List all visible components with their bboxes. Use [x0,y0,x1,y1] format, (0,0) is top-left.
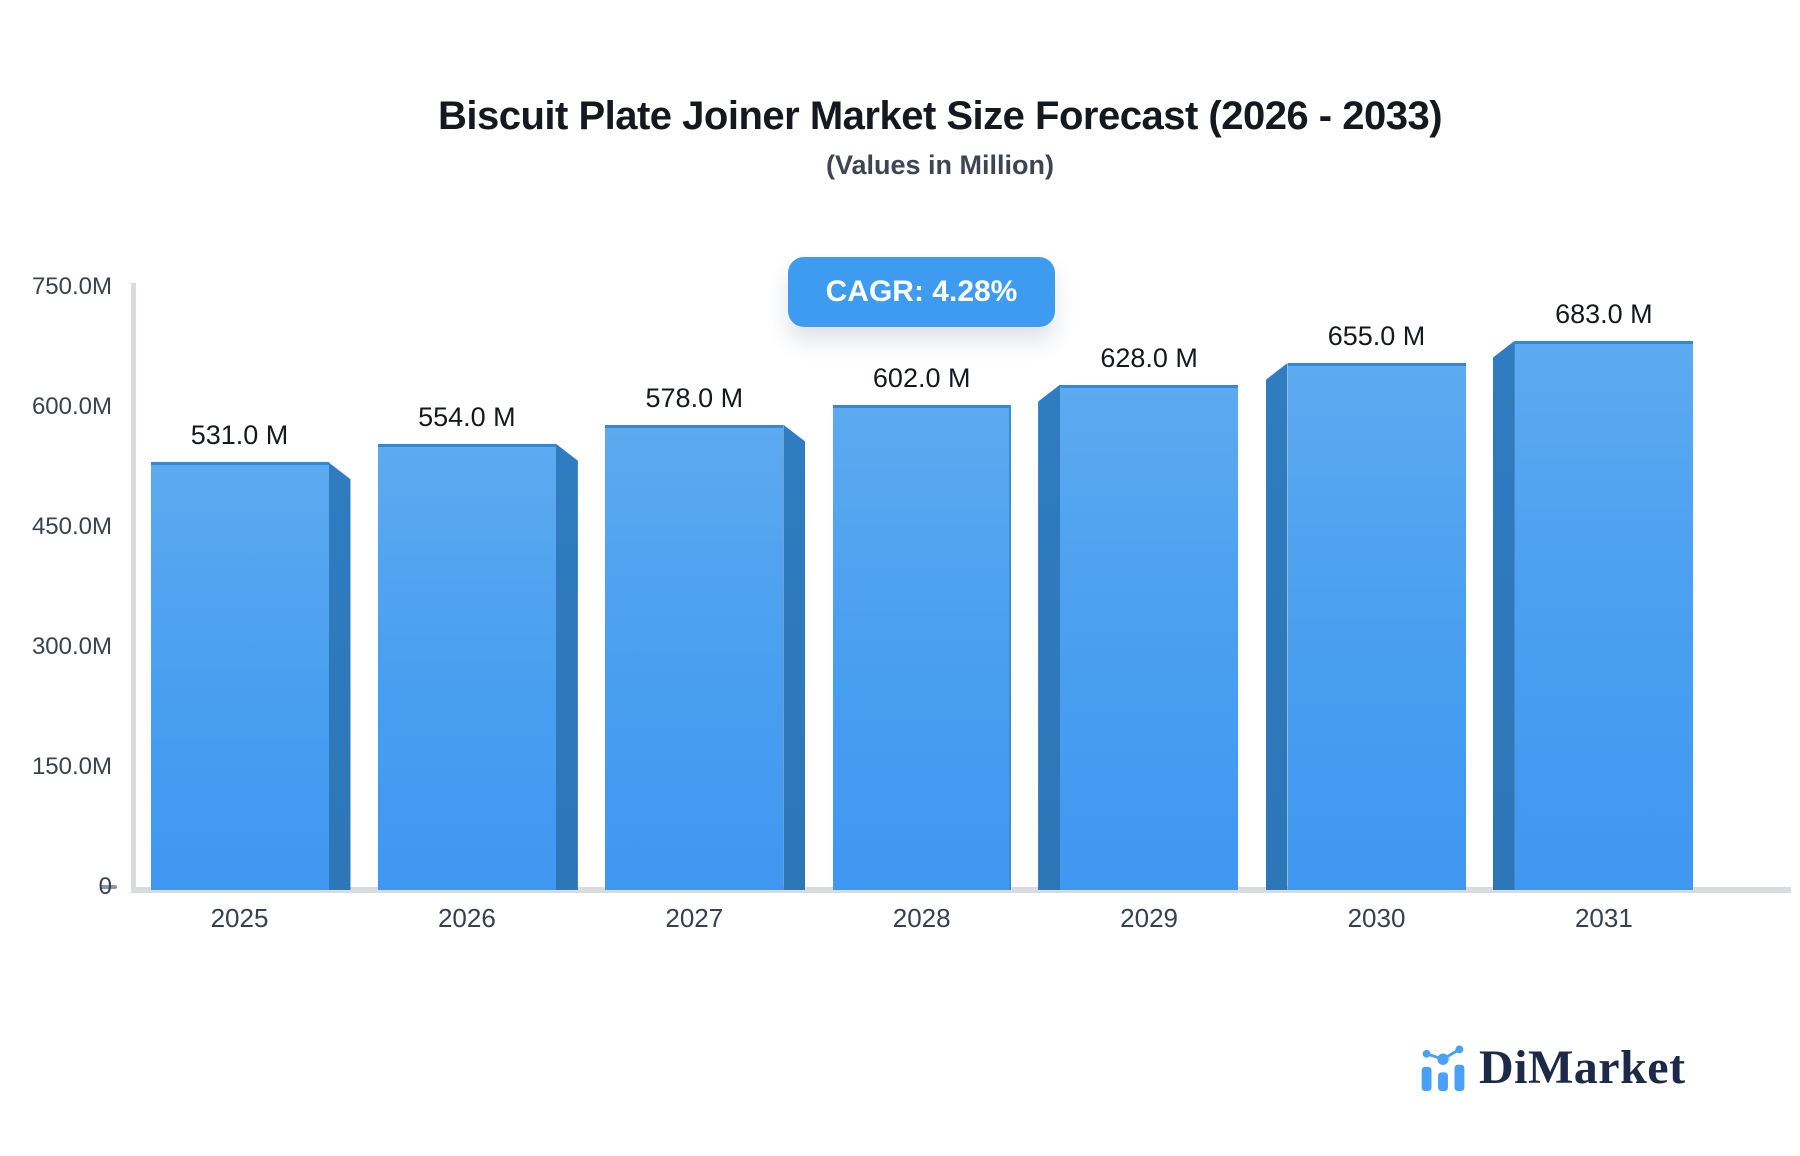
bar-side-face [1265,363,1288,890]
bar-2028[interactable] [832,405,1011,890]
bar-2031[interactable] [1514,340,1693,890]
zero-tick-mark [100,885,117,889]
y-axis-label: 600.0M [31,393,112,420]
bar-value-label: 655.0 M [1327,321,1426,351]
y-axis-label: 0 [98,873,112,900]
y-axis-label: 300.0M [31,633,112,660]
y-axis-label: 150.0M [31,753,112,780]
bar-value-label: 628.0 M [1100,342,1198,373]
y-axis-label: 750.0M [31,273,112,300]
cagr-badge-label: CAGR: 4.28% [825,275,1018,308]
cagr-badge: CAGR: 4.28% [788,257,1055,327]
bar-value-label: 602.0 M [872,363,971,394]
x-axis-label-2027: 2027 [665,903,724,933]
bar-side-face [555,443,578,890]
bar-side-face [1038,384,1061,890]
bar-2029[interactable] [1060,384,1239,890]
x-axis-label-2025: 2025 [210,903,269,933]
x-axis-label-2026: 2026 [437,903,496,933]
bar-value-label: 531.0 M [190,420,289,451]
bar-2030[interactable] [1287,363,1466,890]
bar-side-face [328,462,351,890]
bar-value-label: 683.0 M [1555,298,1653,329]
bar-side-face [1492,340,1515,890]
x-axis-label-2029: 2029 [1120,903,1179,933]
bar-value-label: 554.0 M [418,401,516,432]
x-axis-label-2030: 2030 [1347,903,1406,933]
bar-side-face [783,424,806,890]
dimarket-chart-icon [1421,1044,1465,1091]
y-axis-line [131,283,136,893]
bar-2027[interactable] [605,424,784,890]
x-axis-label-2031: 2031 [1574,903,1633,933]
brand-name: DiMarket [1479,1041,1686,1094]
chart-subtitle: (Values in Million) [825,150,1055,180]
bar-value-label: 578.0 M [645,382,744,413]
x-axis-line [131,887,1791,893]
brand-logo: DiMarket [1420,1040,1686,1095]
bar-2025[interactable] [150,462,329,890]
bar-2026[interactable] [377,443,556,890]
y-axis-label: 450.0M [31,513,112,540]
chart-title: Biscuit Plate Joiner Market Size Forecas… [437,94,1443,138]
x-axis-label-2028: 2028 [892,903,951,933]
